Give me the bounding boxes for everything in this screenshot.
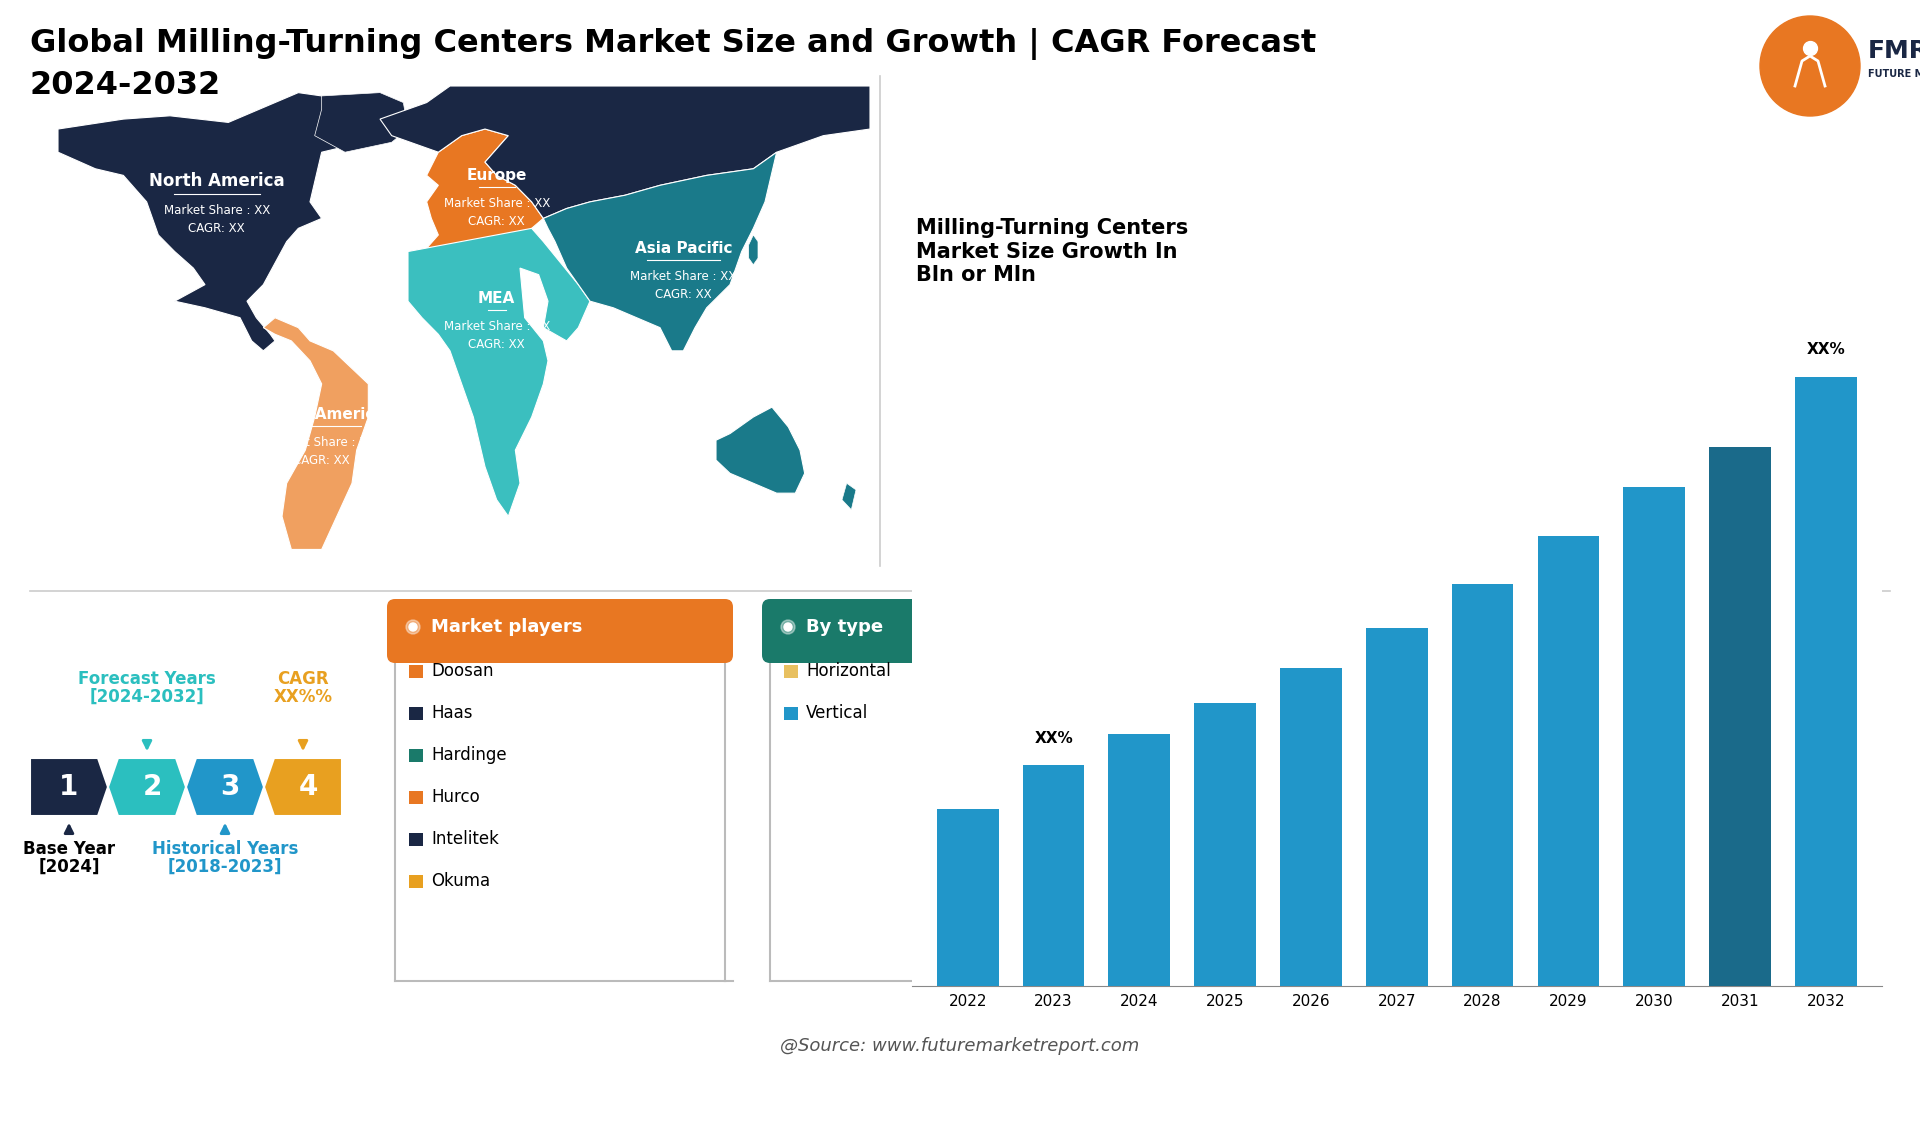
Text: [2024-2032]: [2024-2032] — [90, 688, 204, 706]
Bar — [1622, 487, 1686, 986]
Text: Market Share : XX
CAGR: XX: Market Share : XX CAGR: XX — [630, 270, 737, 301]
FancyBboxPatch shape — [1137, 599, 1482, 664]
Polygon shape — [315, 93, 407, 152]
Text: North America: North America — [150, 172, 284, 190]
Bar — [1108, 735, 1171, 986]
Polygon shape — [543, 152, 778, 351]
Text: 4: 4 — [298, 774, 317, 801]
Polygon shape — [263, 317, 369, 549]
FancyBboxPatch shape — [409, 876, 422, 888]
FancyBboxPatch shape — [762, 599, 1108, 664]
Text: Automotive: Automotive — [1181, 662, 1277, 680]
Text: XX%: XX% — [1035, 730, 1073, 746]
FancyBboxPatch shape — [1160, 762, 1173, 775]
Polygon shape — [265, 758, 342, 816]
Text: Historical Years: Historical Years — [152, 840, 298, 858]
Text: @Source: www.futuremarketreport.com: @Source: www.futuremarketreport.com — [780, 1037, 1140, 1055]
Polygon shape — [716, 407, 804, 493]
Text: Market Share : XX
CAGR: XX: Market Share : XX CAGR: XX — [163, 204, 271, 235]
FancyBboxPatch shape — [783, 707, 799, 720]
Text: Europe: Europe — [467, 168, 526, 183]
Text: XX%: XX% — [1807, 343, 1845, 358]
Circle shape — [1761, 16, 1860, 116]
Text: FUTURE MARKET REPORT: FUTURE MARKET REPORT — [1868, 69, 1920, 79]
Bar — [1709, 447, 1770, 986]
Text: 3: 3 — [221, 774, 240, 801]
Polygon shape — [108, 758, 186, 816]
Circle shape — [781, 620, 795, 634]
Text: MEA: MEA — [478, 291, 515, 306]
Polygon shape — [31, 758, 108, 816]
Text: Horizontal: Horizontal — [806, 662, 891, 680]
Text: Hardinge: Hardinge — [430, 746, 507, 764]
Polygon shape — [186, 758, 265, 816]
FancyBboxPatch shape — [1160, 707, 1173, 720]
Text: Market Share : XX
CAGR: XX: Market Share : XX CAGR: XX — [444, 197, 549, 228]
Circle shape — [1156, 620, 1169, 634]
Text: 2024-2032: 2024-2032 — [31, 70, 221, 101]
Polygon shape — [426, 129, 543, 249]
Text: Haas: Haas — [430, 704, 472, 722]
Circle shape — [405, 620, 420, 634]
Bar — [1452, 584, 1513, 986]
Text: Manufacturers: Manufacturers — [1181, 719, 1302, 736]
Text: Market Share : XX
CAGR: XX: Market Share : XX CAGR: XX — [269, 435, 374, 466]
Polygon shape — [380, 86, 870, 219]
Text: XX%%: XX%% — [273, 688, 332, 706]
Polygon shape — [58, 93, 392, 351]
Text: Okuma: Okuma — [430, 872, 490, 890]
Text: Doosan: Doosan — [430, 662, 493, 680]
Text: Market Share : XX
CAGR: XX: Market Share : XX CAGR: XX — [444, 320, 549, 351]
FancyBboxPatch shape — [783, 665, 799, 678]
Circle shape — [409, 623, 417, 631]
Text: Intelitek: Intelitek — [430, 830, 499, 848]
Text: Machine: Machine — [1181, 700, 1250, 719]
Bar — [1538, 535, 1599, 986]
Text: South America: South America — [259, 407, 384, 422]
FancyBboxPatch shape — [1160, 665, 1173, 678]
Text: Milling-Turning Centers
Market Size Growth In
Bln or Mln: Milling-Turning Centers Market Size Grow… — [916, 219, 1188, 285]
Bar — [1023, 766, 1085, 986]
Text: Asia Pacific: Asia Pacific — [636, 241, 732, 256]
Bar — [1365, 628, 1428, 986]
Text: Other: Other — [1181, 759, 1229, 777]
Circle shape — [1160, 623, 1167, 631]
Text: 1: 1 — [60, 774, 79, 801]
Text: 2: 2 — [142, 774, 161, 801]
Bar — [1281, 668, 1342, 986]
Bar — [937, 809, 998, 986]
Text: Forecast Years: Forecast Years — [79, 670, 215, 688]
Bar — [1795, 377, 1857, 986]
Polygon shape — [407, 228, 589, 517]
Text: Vertical: Vertical — [806, 704, 868, 722]
Circle shape — [783, 623, 791, 631]
FancyBboxPatch shape — [388, 599, 733, 664]
Text: Global Milling-Turning Centers Market Size and Growth | CAGR Forecast: Global Milling-Turning Centers Market Si… — [31, 28, 1317, 60]
Text: Base Year: Base Year — [23, 840, 115, 858]
FancyBboxPatch shape — [409, 833, 422, 846]
FancyBboxPatch shape — [409, 707, 422, 720]
Text: Market players: Market players — [430, 618, 582, 636]
Text: By application: By application — [1181, 618, 1325, 636]
Polygon shape — [749, 235, 758, 265]
FancyBboxPatch shape — [409, 791, 422, 804]
Text: By type: By type — [806, 618, 883, 636]
Text: [2018-2023]: [2018-2023] — [167, 858, 282, 876]
Polygon shape — [843, 484, 856, 510]
FancyBboxPatch shape — [409, 665, 422, 678]
Text: FMR: FMR — [1868, 39, 1920, 63]
FancyBboxPatch shape — [409, 749, 422, 762]
Bar — [1194, 704, 1256, 986]
Text: [2024]: [2024] — [38, 858, 100, 876]
Text: Hurco: Hurco — [430, 788, 480, 806]
Text: CAGR: CAGR — [276, 670, 328, 688]
